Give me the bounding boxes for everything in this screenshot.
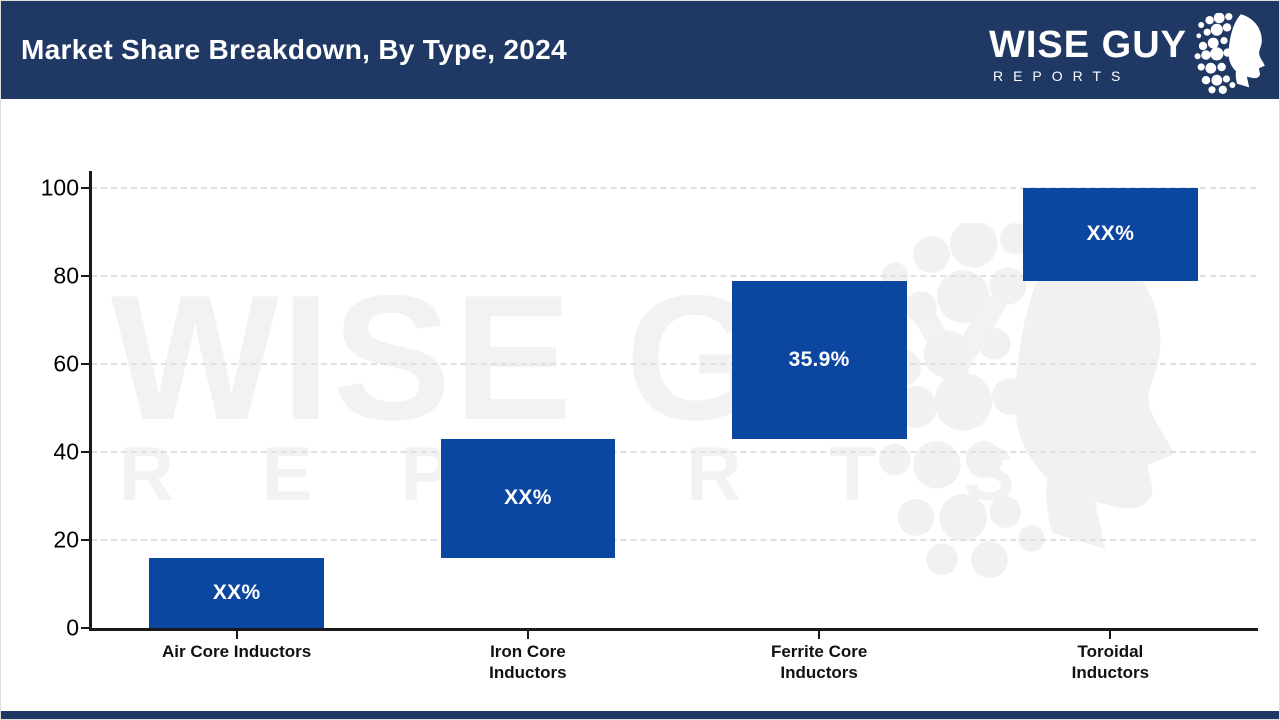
logo-wordmark: WISE GUY	[988, 24, 1187, 66]
bar-value-label: 35.9%	[788, 347, 850, 371]
x-category-label: Air Core Inductors	[162, 642, 312, 661]
y-tick	[81, 187, 89, 189]
x-category-label: Ferrite Core Inductors	[770, 642, 868, 682]
x-tick	[818, 631, 821, 639]
y-tick	[81, 363, 89, 365]
x-tick	[235, 631, 238, 639]
y-tick-label: 100	[40, 174, 79, 201]
bar-value-label: XX%	[212, 580, 261, 604]
y-axis-tick-labels: 0 20 40 60 80 100	[1, 175, 79, 641]
gridline	[91, 539, 1256, 541]
dot-face-profile-icon	[1193, 13, 1267, 97]
y-tick	[81, 539, 89, 541]
x-axis-line	[89, 628, 1258, 631]
bar: 35.9%	[731, 280, 907, 439]
x-category-label: Iron Core Inductors	[489, 642, 567, 682]
y-tick	[81, 627, 89, 629]
y-tick-label: 80	[53, 262, 79, 289]
x-tick	[526, 631, 529, 639]
gridline	[91, 363, 1256, 365]
y-axis-line	[89, 171, 92, 631]
x-axis-ticks	[91, 631, 1256, 639]
wise-guy-reports-logo: WISE GUY REPORTS	[989, 13, 1267, 97]
footer-bar	[1, 711, 1279, 719]
y-tick-label: 0	[66, 614, 79, 641]
y-axis-ticks	[81, 187, 89, 629]
page-title: Market Share Breakdown, By Type, 2024	[21, 34, 567, 65]
x-tick	[1109, 631, 1112, 639]
plot-area: XX% XX% 35.9% XX%	[91, 187, 1256, 628]
y-tick-label: 60	[53, 350, 79, 377]
gridline	[91, 187, 1256, 189]
x-axis-category-labels: Air Core Inductors Iron Core Inductors Fer…	[91, 642, 1256, 692]
logo-text: WISE GUY REPORTS	[989, 26, 1187, 84]
y-tick	[81, 275, 89, 277]
bar: XX%	[149, 557, 324, 628]
bar: XX%	[440, 438, 616, 558]
y-tick-label: 20	[53, 526, 79, 553]
y-tick	[81, 451, 89, 453]
y-tick-label: 40	[53, 438, 79, 465]
header-bar: Market Share Breakdown, By Type, 2024 WI…	[1, 1, 1279, 99]
x-category-label: Toroidal Inductors	[1071, 642, 1150, 682]
gridline	[91, 275, 1256, 277]
bar-value-label: XX%	[504, 486, 552, 510]
logo-subtitle: REPORTS	[992, 68, 1131, 84]
gridline	[91, 451, 1256, 453]
bar: XX%	[1023, 188, 1198, 281]
bar-value-label: XX%	[1086, 222, 1135, 246]
